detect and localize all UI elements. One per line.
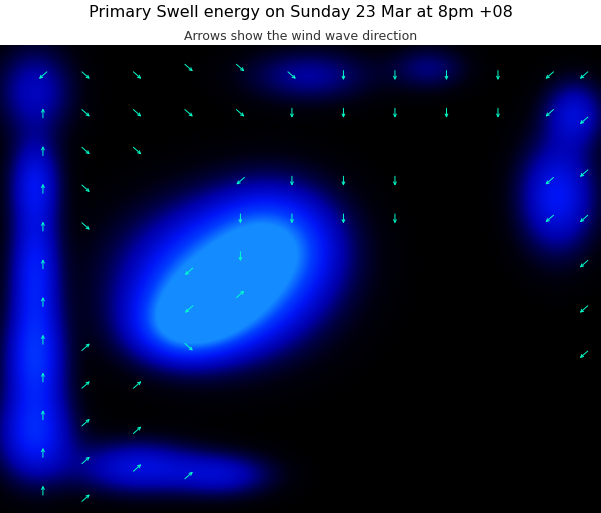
Text: Primary Swell energy on Sunday 23 Mar at 8pm +08: Primary Swell energy on Sunday 23 Mar at… [88,5,513,20]
Text: Arrows show the wind wave direction: Arrows show the wind wave direction [184,30,417,43]
